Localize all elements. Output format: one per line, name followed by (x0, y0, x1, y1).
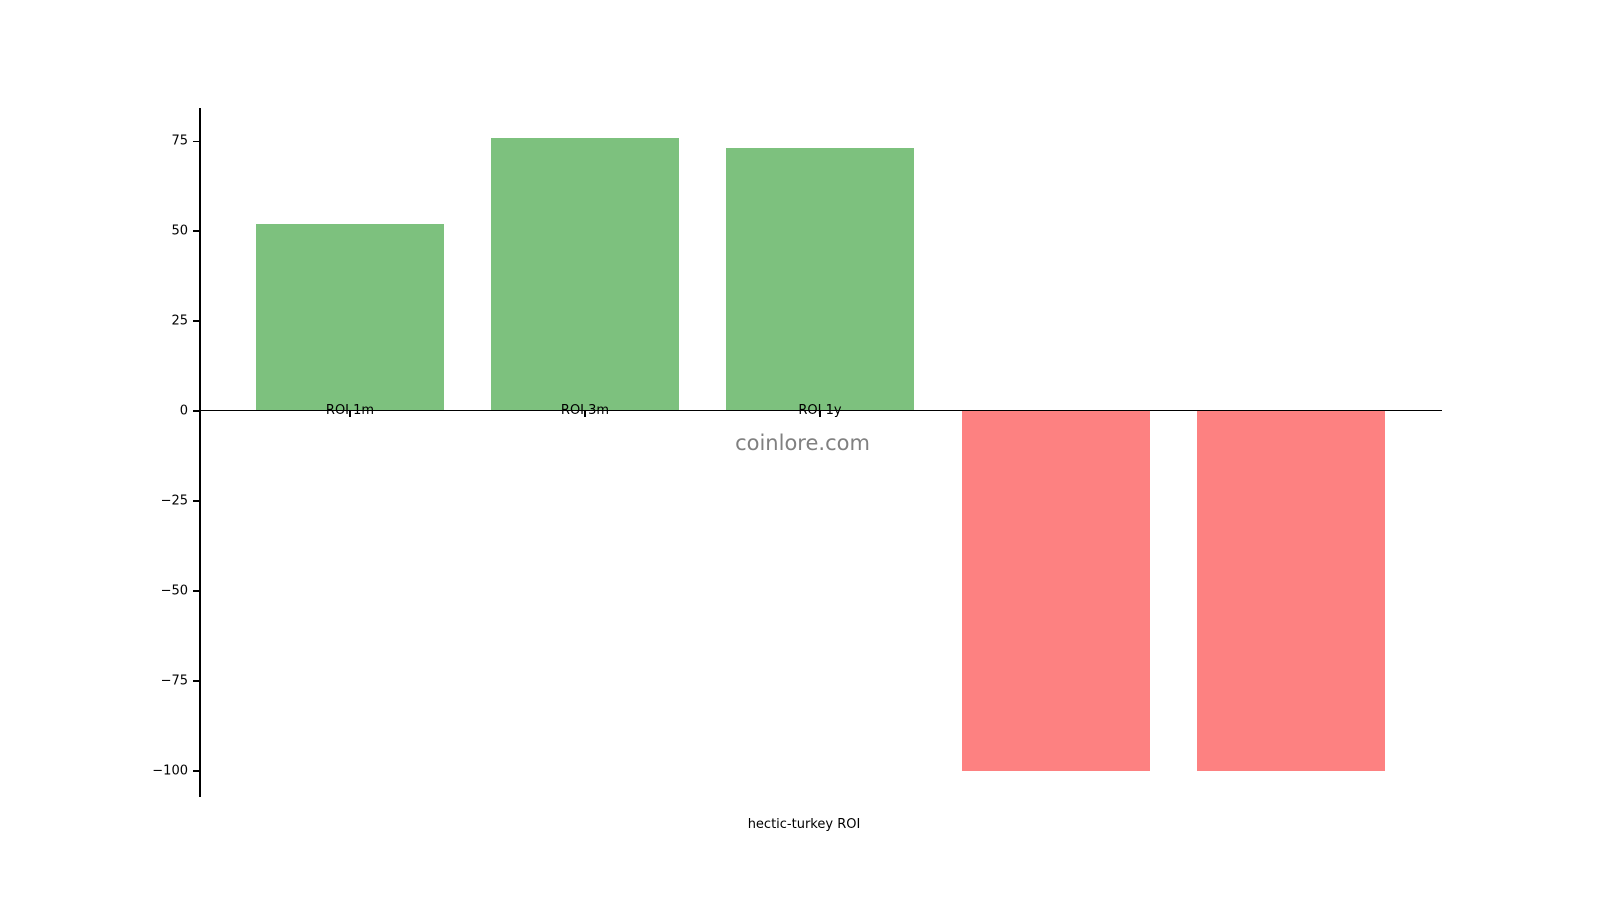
y-tick-mark (193, 680, 200, 682)
y-tick-mark (193, 140, 200, 142)
y-tick-mark (193, 590, 200, 592)
y-tick-label: 75 (171, 133, 188, 149)
y-tick-mark (193, 410, 200, 412)
y-tick-label: −75 (160, 673, 188, 689)
y-tick-label: −25 (160, 493, 188, 509)
y-tick-label: −50 (160, 583, 188, 599)
y-axis-spine (199, 108, 201, 797)
bar-negative-5 (1197, 411, 1385, 771)
x-axis-zero-line (200, 410, 1442, 412)
y-tick-label: −100 (152, 763, 188, 779)
y-tick-mark (193, 500, 200, 502)
y-tick-label: 0 (179, 403, 188, 419)
bar-roi-3m (491, 137, 679, 411)
x-tick-mark (349, 411, 351, 417)
y-tick-mark (193, 770, 200, 772)
x-tick-mark (819, 411, 821, 417)
y-tick-mark (193, 320, 200, 322)
y-tick-label: 25 (171, 313, 188, 329)
bar-roi-1m (256, 224, 444, 411)
x-tick-mark (584, 411, 586, 417)
bar-negative-4 (962, 411, 1150, 771)
y-tick-label: 50 (171, 223, 188, 239)
watermark-text: coinlore.com (735, 431, 870, 455)
bar-roi-1y (726, 148, 914, 411)
y-tick-mark (193, 230, 200, 232)
chart-title: hectic-turkey ROI (747, 817, 861, 832)
